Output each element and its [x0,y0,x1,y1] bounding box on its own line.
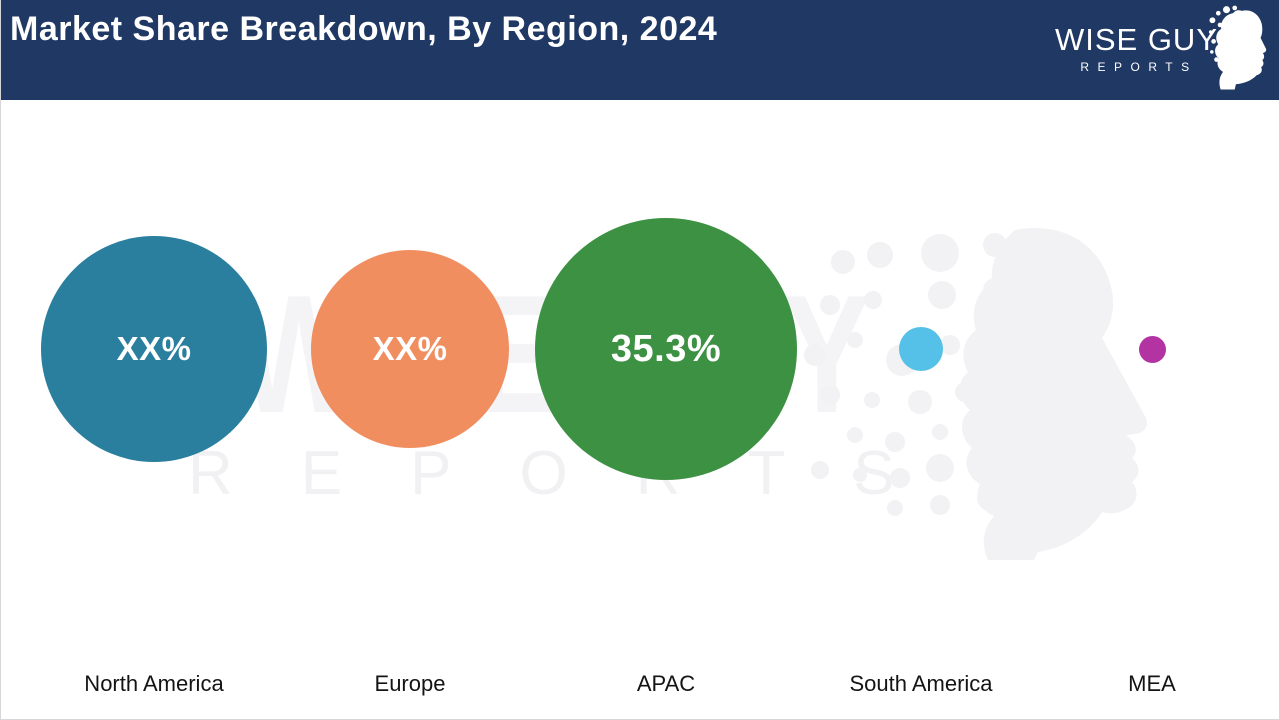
header-bar: Market Share Breakdown, By Region, 2024 … [0,0,1280,100]
category-label-europe: Europe [374,671,446,696]
brand-name: WISE GUY [1054,22,1218,58]
bubble-apac: 35.3% [535,218,797,480]
watermark-head-logo-icon [804,227,1147,560]
category-label-north-america: North America [84,671,224,696]
bubble-value-label: 35.3% [610,327,722,370]
brand-logo: WISE GUY REPORTS [1055,5,1276,93]
category-label-mea: MEA [1128,671,1176,696]
bubble-value-label: XX% [116,330,192,367]
watermark-reports-text: REPORTS [188,439,963,508]
brand-logo-text: WISE GUY REPORTS [1055,24,1218,74]
bubble-south-america [899,327,943,371]
brand-head-icon [1208,5,1267,90]
category-label-south-america: South America [849,671,993,696]
bubble-value-label: XX% [372,330,448,367]
bubble-mea [1138,335,1166,363]
page-title: Market Share Breakdown, By Region, 2024 [10,10,718,48]
brand-subtitle: REPORTS [1080,59,1198,74]
category-label-apac: APAC [636,671,696,696]
bubble-north-america: XX% [41,236,267,462]
bubble-europe: XX% [311,250,509,448]
